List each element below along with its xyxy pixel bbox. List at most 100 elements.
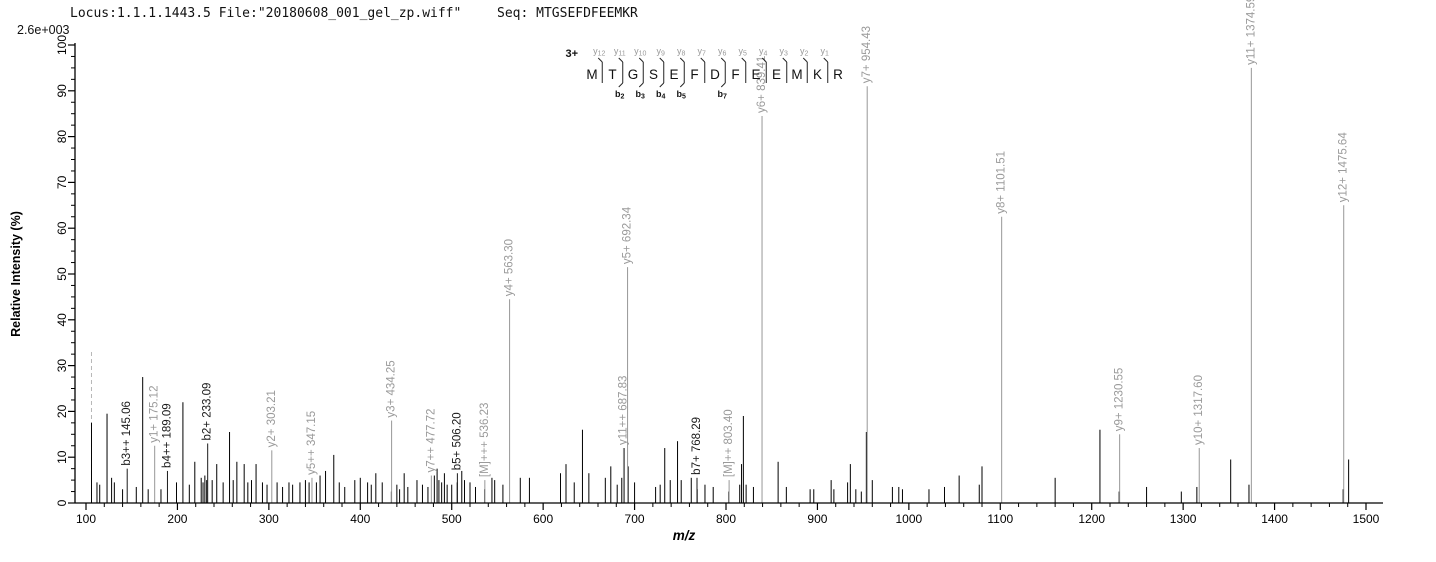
ion-label: y6+ 839.41 xyxy=(756,56,768,113)
ion-label: y2+ 303.21 xyxy=(266,390,278,447)
sequence-residue: R xyxy=(833,67,843,82)
ion-label: y3+ 434.25 xyxy=(386,360,398,417)
y-ion-tag: y2 xyxy=(800,46,809,58)
sequence-label: Seq: MTGSEFDFEEMKR xyxy=(497,6,638,21)
ion-label: b2+ 233.09 xyxy=(202,383,214,441)
y-ion-tag: y9 xyxy=(657,46,666,58)
y-tick-label: 0 xyxy=(55,499,69,506)
y-tick-label: 10 xyxy=(55,450,69,464)
x-tick-label: 300 xyxy=(259,512,279,526)
x-tick-label: 500 xyxy=(442,512,462,526)
x-tick-label: 1500 xyxy=(1353,512,1380,526)
y-ion-hook xyxy=(823,57,829,63)
ion-label: [M]++ 803.40 xyxy=(723,409,735,477)
y-ion-tag: y6 xyxy=(718,46,727,58)
b-ion-tag: b7 xyxy=(718,89,728,101)
y-ion-hook xyxy=(802,57,808,63)
sequence-residue: G xyxy=(628,67,639,82)
x-tick-label: 100 xyxy=(76,512,96,526)
ion-label: y10+ 1317.60 xyxy=(1193,375,1205,445)
y-ion-tag: y7 xyxy=(698,46,707,58)
x-tick-label: 200 xyxy=(167,512,187,526)
sequence-residue: M xyxy=(586,67,597,82)
x-axis-title: m/z xyxy=(673,528,696,543)
x-tick-label: 1200 xyxy=(1078,512,1105,526)
y-axis-title: Relative Intensity (%) xyxy=(9,211,23,337)
ion-label: y9+ 1230.55 xyxy=(1114,368,1126,432)
sequence-residue: T xyxy=(608,67,616,82)
sequence-residue: D xyxy=(710,67,720,82)
y-ion-hook xyxy=(741,57,747,63)
ion-label: y11++ 687.83 xyxy=(617,376,629,446)
sequence-residue: M xyxy=(791,67,802,82)
b-ion-hook xyxy=(679,82,685,88)
y-ion-hook xyxy=(782,57,788,63)
y-ion-hook xyxy=(638,57,644,63)
y-tick-label: 100 xyxy=(55,35,69,55)
ion-label: y7+ 954.43 xyxy=(861,26,873,83)
x-tick-label: 1100 xyxy=(987,512,1013,526)
y-ion-hook xyxy=(720,57,726,63)
sequence-residue: E xyxy=(772,67,781,82)
x-tick-label: 1300 xyxy=(1170,512,1197,526)
y-ion-tag: y10 xyxy=(634,46,646,58)
b-ion-tag: b5 xyxy=(677,89,687,101)
locus-file-label: Locus:1.1.1.1443.5 File:"20180608_001_ge… xyxy=(70,6,462,21)
y-tick-label: 30 xyxy=(55,359,69,373)
ion-label: y1+ 175.12 xyxy=(149,386,161,443)
y-ion-hook xyxy=(761,57,767,63)
y-ion-hook xyxy=(659,57,665,63)
x-tick-label: 700 xyxy=(625,512,645,526)
y-tick-label: 50 xyxy=(55,267,69,281)
y-ion-tag: y8 xyxy=(677,46,686,58)
x-tick-label: 1400 xyxy=(1261,512,1288,526)
b-ion-hook xyxy=(618,82,624,88)
y-ion-tag: y4 xyxy=(759,46,768,58)
ion-label: y11+ 1374.59 xyxy=(1245,0,1257,65)
ion-label: [M]+++ 536.23 xyxy=(479,403,491,478)
precursor-charge-label: 3+ xyxy=(565,48,578,60)
sequence-residue: E xyxy=(669,67,678,82)
y-tick-label: 20 xyxy=(55,404,69,418)
b-ion-tag: b4 xyxy=(656,89,666,101)
x-tick-label: 900 xyxy=(807,512,827,526)
x-tick-label: 800 xyxy=(716,512,736,526)
intensity-scale-label: 2.6e+003 xyxy=(17,23,70,37)
y-ion-hook xyxy=(597,57,603,63)
y-ion-tag: y11 xyxy=(614,46,626,58)
y-ion-hook xyxy=(679,57,685,63)
y-ion-hook xyxy=(700,57,706,63)
x-tick-label: 600 xyxy=(533,512,553,526)
y-tick-label: 80 xyxy=(55,130,69,144)
ion-label: b7+ 768.29 xyxy=(691,417,703,475)
sequence-residue: F xyxy=(731,67,739,82)
y-ion-tag: y3 xyxy=(780,46,789,58)
sequence-residue: F xyxy=(690,67,698,82)
ion-label: b5+ 506.20 xyxy=(451,412,463,470)
b-ion-hook xyxy=(638,82,644,88)
ion-label: y4+ 563.30 xyxy=(504,239,516,296)
x-tick-label: 1000 xyxy=(896,512,923,526)
y-ion-hook xyxy=(618,57,624,63)
b-ion-hook xyxy=(659,82,665,88)
ion-label: b4++ 189.09 xyxy=(161,403,173,468)
y-ion-tag: y12 xyxy=(593,46,605,58)
ion-label: y8+ 1101.51 xyxy=(996,151,1008,214)
y-tick-label: 60 xyxy=(55,221,69,235)
sequence-residue: E xyxy=(751,67,760,82)
sequence-residue: S xyxy=(649,67,658,82)
x-tick-label: 400 xyxy=(350,512,370,526)
ion-label: y5++ 347.15 xyxy=(306,411,318,475)
b-ion-hook xyxy=(720,82,726,88)
b-ion-tag: b2 xyxy=(615,89,625,101)
ion-label: y5+ 692.34 xyxy=(622,206,634,264)
ion-label: b3++ 145.06 xyxy=(121,401,133,466)
b-ion-tag: b3 xyxy=(636,89,646,101)
sequence-residue: K xyxy=(813,67,822,82)
y-tick-label: 40 xyxy=(55,313,69,327)
ion-label: y12+ 1475.64 xyxy=(1338,132,1350,203)
ion-label: y7++ 477.72 xyxy=(425,409,437,473)
y-ion-tag: y1 xyxy=(821,46,830,58)
